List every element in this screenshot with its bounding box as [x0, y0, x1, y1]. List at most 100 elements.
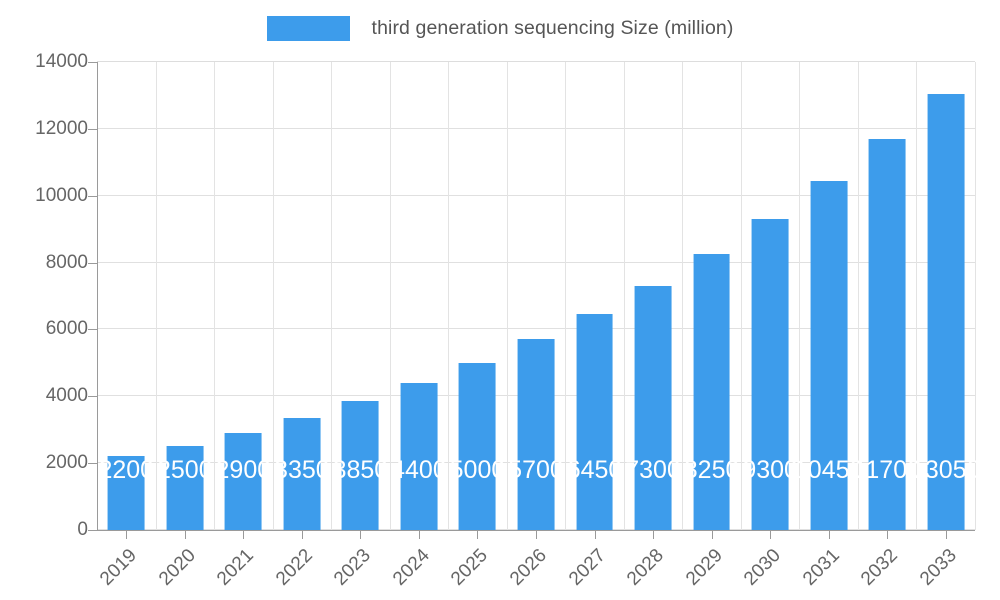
x-axis-tick-mark — [418, 530, 420, 539]
bar[interactable] — [927, 93, 965, 530]
x-axis-tick-label: 2028 — [623, 545, 668, 590]
category-separator — [565, 62, 567, 530]
category-separator — [975, 62, 976, 530]
x-axis-tick-mark — [770, 530, 772, 539]
bar-slot: 10450 — [794, 62, 863, 530]
legend-label: third generation sequencing Size (millio… — [371, 16, 734, 39]
bar[interactable] — [459, 362, 496, 530]
y-axis-tick-mark — [88, 262, 97, 264]
bar-series: 2200 2500 2900 3350 3850 4400 5000 5700 6450 7300… — [97, 62, 980, 530]
category-separator — [272, 62, 274, 530]
gridline-8000 — [97, 261, 975, 263]
plot-area: 2200 2500 2900 3350 3850 4400 5000 5700 6450 7300… — [97, 61, 980, 530]
bar-slot: 4400 — [390, 62, 449, 530]
bar-slot: 5000 — [448, 62, 507, 530]
bar[interactable] — [341, 401, 379, 530]
x-axis-tick-mark — [126, 530, 128, 539]
y-axis-tick-label: 8000 — [45, 251, 88, 273]
x-axis-tick-mark — [887, 530, 889, 539]
y-axis-tick-label: 10000 — [35, 184, 88, 206]
legend-swatch-icon — [266, 15, 350, 41]
bar-slot: 11700 — [853, 62, 921, 530]
category-separator — [857, 62, 859, 530]
bar[interactable] — [517, 339, 555, 530]
x-axis-tick-label: 2032 — [857, 545, 903, 590]
category-separator — [623, 62, 625, 530]
bar[interactable] — [693, 254, 731, 530]
category-separator — [682, 62, 684, 530]
y-axis-tick-label: 0 — [77, 519, 88, 540]
y-axis-tick-mark — [88, 195, 97, 197]
bar[interactable] — [751, 219, 789, 530]
category-separator — [331, 62, 333, 530]
bar[interactable] — [400, 382, 438, 530]
x-axis-tick-mark — [711, 530, 713, 539]
x-axis-tick-mark — [243, 530, 245, 539]
gridline-10000 — [97, 194, 975, 196]
category-separator — [448, 62, 450, 530]
chart-legend: third generation sequencing Size (millio… — [0, 14, 1000, 42]
category-separator — [389, 62, 391, 530]
x-axis-tick-mark — [184, 530, 186, 539]
bar-slot: 9300 — [741, 62, 800, 530]
category-separator — [916, 62, 918, 530]
y-axis-tick-mark — [88, 396, 97, 398]
bar-slot: 3350 — [273, 62, 332, 530]
x-axis-tick-label: 2031 — [798, 545, 844, 590]
bar[interactable] — [576, 314, 613, 530]
x-axis-tick-mark — [360, 530, 362, 539]
bar-slot: 2500 — [156, 62, 215, 530]
y-axis-tick-label: 4000 — [45, 385, 88, 407]
x-axis-tick-label: 2033 — [915, 545, 961, 590]
x-axis-tick-mark — [536, 530, 537, 539]
x-axis-tick-label: 2023 — [330, 545, 376, 590]
y-axis-line — [97, 62, 98, 530]
category-separator — [214, 62, 216, 530]
bar[interactable] — [107, 456, 145, 530]
y-axis-tick-mark — [88, 463, 97, 465]
gridline-14000 — [97, 61, 975, 62]
y-axis-tick-label: 12000 — [35, 117, 88, 139]
bar-slot: 13050 — [911, 62, 980, 530]
x-axis-tick-label: 2025 — [447, 545, 493, 590]
x-axis-tick-label: 2020 — [154, 545, 200, 590]
x-axis-tick-label: 2030 — [740, 545, 785, 590]
x-axis-tick-mark — [653, 530, 655, 539]
y-axis: 0 2000 4000 6000 8000 10000 12000 14000 — [0, 0, 97, 600]
bar-slot: 7300 — [624, 62, 683, 530]
y-axis-tick-mark — [88, 62, 97, 63]
bar-slot: 5700 — [507, 62, 566, 530]
vertical-gridlines — [97, 62, 976, 530]
bar[interactable] — [166, 446, 204, 530]
category-separator — [155, 62, 157, 530]
bar-slot: 6450 — [565, 62, 624, 530]
bar-slot: 3850 — [331, 62, 390, 530]
x-axis-tick-mark — [828, 530, 830, 539]
bar[interactable] — [224, 433, 262, 530]
y-axis-tick-label: 14000 — [35, 51, 88, 72]
bar[interactable] — [810, 180, 848, 530]
bar[interactable] — [634, 285, 672, 530]
x-axis-tick-label: 2021 — [213, 545, 259, 590]
x-axis-tick-mark — [477, 530, 479, 539]
category-separator — [506, 62, 508, 530]
y-axis-tick-mark — [88, 530, 97, 531]
bar[interactable] — [283, 418, 321, 530]
bar-slot: 2200 — [97, 62, 156, 530]
y-axis-tick-mark — [88, 329, 97, 331]
gridline-12000 — [97, 127, 975, 129]
bar-slot: 2900 — [214, 62, 273, 530]
x-axis-tick-label: 2027 — [564, 545, 610, 590]
x-axis-tick-label: 2029 — [681, 545, 727, 590]
x-axis-tick-mark — [594, 530, 596, 539]
x-axis-tick-label: 2019 — [96, 545, 142, 590]
y-axis-tick-mark — [88, 128, 97, 130]
y-axis-tick-label: 6000 — [45, 318, 88, 340]
x-axis-tick-mark — [301, 530, 303, 539]
gridline-6000 — [97, 328, 975, 330]
x-axis-tick-mark — [945, 530, 947, 539]
bar[interactable] — [868, 138, 906, 530]
bar-slot: 8250 — [682, 62, 741, 530]
category-separator — [740, 62, 742, 530]
